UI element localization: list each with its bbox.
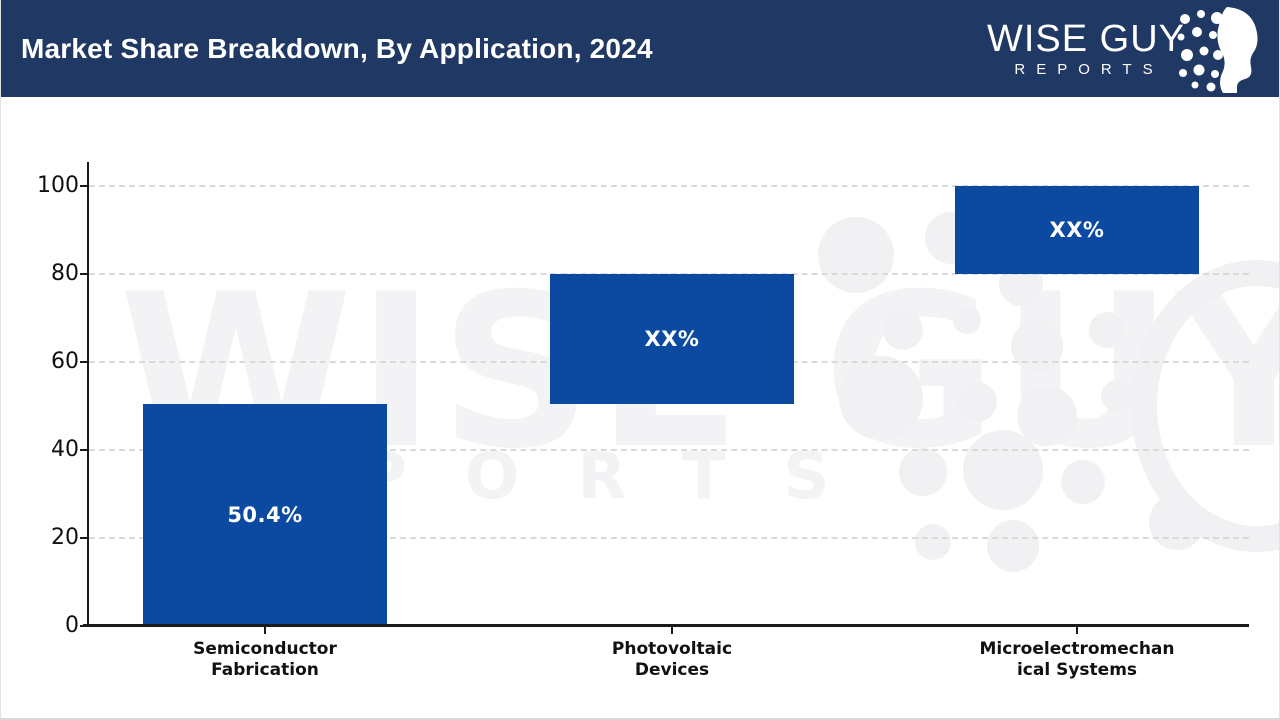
gridline-y-20 bbox=[89, 537, 1249, 539]
y-tick-label-80: 80 bbox=[51, 261, 79, 286]
watermark-dot bbox=[1101, 380, 1133, 412]
watermark-dot bbox=[1017, 386, 1077, 446]
y-tick-mark-20 bbox=[80, 537, 88, 539]
category-label-1: Semiconductor Fabrication bbox=[125, 639, 405, 681]
brand-logo-text: WISE GUY REPORTS bbox=[987, 20, 1185, 77]
watermark-dot bbox=[883, 310, 923, 350]
header-bar: Market Share Breakdown, By Application, … bbox=[1, 0, 1279, 97]
bar-value-label: XX% bbox=[1049, 218, 1105, 242]
x-tick-mark-1 bbox=[264, 627, 266, 634]
y-tick-mark-60 bbox=[80, 361, 88, 363]
brand-logo: WISE GUY REPORTS bbox=[987, 0, 1279, 97]
y-tick-label-60: 60 bbox=[51, 349, 79, 374]
watermark-dot bbox=[1011, 320, 1063, 372]
y-tick-label-20: 20 bbox=[51, 525, 79, 550]
category-label-3: Microelectromechan ical Systems bbox=[937, 639, 1217, 681]
x-tick-mark-2 bbox=[671, 627, 673, 634]
category-label-line: Devices bbox=[634, 660, 710, 680]
category-label-2: Photovoltaic Devices bbox=[532, 639, 812, 681]
watermark-dot bbox=[953, 306, 981, 334]
watermark-dot bbox=[899, 448, 947, 496]
category-label-line: Photovoltaic bbox=[611, 639, 733, 659]
y-tick-label-40: 40 bbox=[51, 437, 79, 462]
category-label-line: Semiconductor bbox=[193, 639, 337, 659]
gridline-y-100 bbox=[89, 185, 1249, 187]
bar-segment-3: XX% bbox=[955, 186, 1199, 274]
y-tick-label-0: 0 bbox=[65, 613, 79, 638]
watermark-dot bbox=[987, 520, 1039, 572]
watermark-dot bbox=[818, 217, 894, 293]
bar-value-label: XX% bbox=[644, 327, 700, 352]
watermark-dot bbox=[1089, 312, 1125, 348]
gridline-y-40 bbox=[89, 449, 1249, 451]
watermark-dot bbox=[839, 356, 923, 440]
y-tick-mark-80 bbox=[80, 273, 88, 275]
y-tick-mark-100 bbox=[80, 185, 88, 187]
watermark-dot bbox=[915, 524, 951, 560]
brand-subtitle: REPORTS bbox=[1014, 61, 1164, 78]
watermark-dot bbox=[957, 382, 997, 422]
bar-segment-1: 50.4% bbox=[143, 404, 387, 626]
bar-value-label: 50.4% bbox=[227, 503, 303, 528]
watermark-dot bbox=[1061, 460, 1105, 504]
page-title: Market Share Breakdown, By Application, … bbox=[21, 32, 653, 64]
category-label-line: Fabrication bbox=[211, 660, 319, 680]
category-label-line: Microelectromechan bbox=[979, 639, 1175, 659]
brand-name: WISE GUY bbox=[986, 18, 1185, 60]
x-tick-mark-3 bbox=[1076, 627, 1078, 634]
y-tick-label-100: 100 bbox=[37, 173, 79, 198]
category-label-line: ical Systems bbox=[1016, 660, 1138, 680]
x-axis-line bbox=[83, 624, 1249, 627]
y-tick-mark-0 bbox=[80, 625, 88, 627]
bar-segment-2: XX% bbox=[550, 274, 794, 405]
y-tick-mark-40 bbox=[80, 449, 88, 451]
y-axis-line bbox=[87, 162, 89, 627]
face-dots-logo-icon bbox=[1177, 6, 1258, 93]
watermark-dot bbox=[963, 430, 1043, 510]
